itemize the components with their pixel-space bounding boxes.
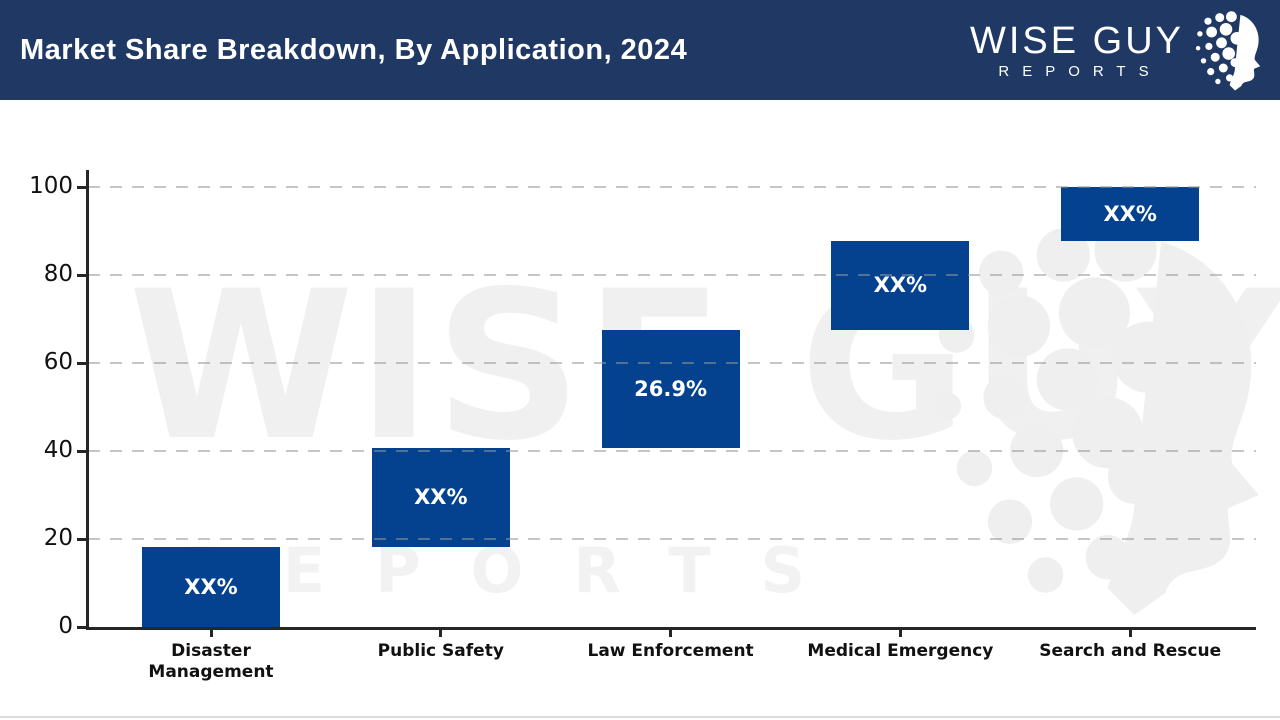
x-axis-tick-law-enforcement xyxy=(669,627,673,637)
bar-public-safety xyxy=(371,447,510,547)
y-axis-tick-100 xyxy=(77,185,86,189)
bar-medical-emergency xyxy=(831,241,970,330)
x-axis-tick-label-public-safety: Public Safety xyxy=(377,641,504,661)
x-axis-tick-disaster-management xyxy=(209,627,213,637)
bar-value-label-search-and-rescue: XX% xyxy=(1103,202,1157,227)
brand-logo: WISE GUY REPORTS xyxy=(969,10,1262,91)
y-axis-tick-label-40: 40 xyxy=(43,437,73,463)
x-axis-tick-medical-emergency xyxy=(898,627,902,637)
y-axis-tick-20 xyxy=(77,537,86,541)
y-axis-tick-label-20: 20 xyxy=(43,525,73,551)
gridline-60 xyxy=(88,362,1256,364)
gridline-80 xyxy=(88,274,1256,276)
y-axis-tick-label-0: 0 xyxy=(58,613,73,639)
x-axis-tick-label-search-and-rescue: Search and Rescue xyxy=(1039,641,1222,661)
y-axis-tick-60 xyxy=(77,361,86,365)
brand-subname: REPORTS xyxy=(998,62,1162,80)
y-axis-tick-label-80: 80 xyxy=(43,261,73,287)
x-axis-line xyxy=(86,627,1256,630)
gridline-20 xyxy=(88,538,1256,540)
y-axis-tick-0 xyxy=(77,625,86,629)
y-axis-line xyxy=(86,170,89,630)
bar-search-and-rescue xyxy=(1061,187,1200,242)
y-axis-tick-40 xyxy=(77,449,86,453)
bar-value-label-law-enforcement: 26.9% xyxy=(634,376,708,401)
bar-disaster-management xyxy=(142,546,280,627)
bar-law-enforcement xyxy=(601,329,740,448)
gridline-40 xyxy=(88,450,1256,452)
y-axis-tick-label-60: 60 xyxy=(43,349,73,375)
x-axis-tick-label-disaster-management: Disaster Management xyxy=(148,641,274,682)
bar-value-label-disaster-management: XX% xyxy=(184,574,238,599)
y-axis-tick-80 xyxy=(77,273,86,277)
x-axis-tick-search-and-rescue xyxy=(1128,627,1132,637)
x-axis-tick-public-safety xyxy=(439,627,443,637)
watermark-text-line2: REPORTS xyxy=(185,534,856,607)
page-title: Market Share Breakdown, By Application, … xyxy=(20,33,688,66)
y-axis-tick-label-100: 100 xyxy=(29,173,73,199)
bar-value-label-medical-emergency: XX% xyxy=(873,273,928,298)
x-axis-tick-label-medical-emergency: Medical Emergency xyxy=(807,641,994,661)
x-axis-tick-label-law-enforcement: Law Enforcement xyxy=(587,641,754,661)
brand-head-icon xyxy=(1195,11,1261,91)
header-bar: Market Share Breakdown, By Application, … xyxy=(0,0,1280,100)
footer-divider xyxy=(0,716,1280,718)
bar-value-label-public-safety: XX% xyxy=(414,485,468,510)
gridline-100 xyxy=(88,186,1256,188)
brand-name: WISE GUY xyxy=(969,19,1184,62)
